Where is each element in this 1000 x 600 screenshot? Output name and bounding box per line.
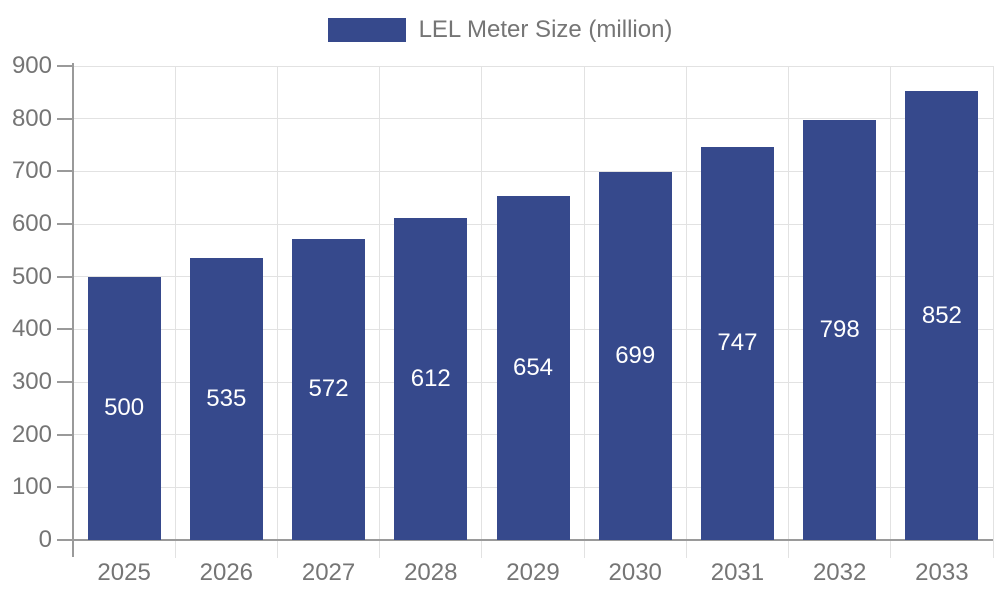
bar-value-label: 654: [512, 353, 554, 381]
y-axis-tick-label: 500: [11, 262, 52, 290]
x-gridline: [174, 66, 176, 558]
bar-2029: [496, 195, 570, 540]
x-gridline: [992, 66, 994, 558]
x-axis-line: [57, 539, 993, 541]
y-axis-tick-label: 700: [11, 157, 52, 185]
legend: LEL Meter Size (million): [0, 17, 1000, 43]
x-gridline: [890, 66, 892, 558]
y-gridline: [73, 118, 993, 120]
y-axis-tick-label: 800: [11, 104, 52, 132]
y-axis-tick-label: 100: [11, 473, 52, 501]
y-axis-line: [72, 63, 74, 557]
bar-value-label: 500: [104, 394, 145, 422]
y-axis-tick-label: 0: [38, 526, 52, 553]
y-axis-tick: [57, 275, 73, 278]
y-axis-tick: [57, 223, 73, 225]
bar-2032: [803, 119, 877, 540]
x-axis-tick-label: 2028: [404, 559, 458, 586]
bar-2031: [700, 146, 774, 540]
bar-value-label: 572: [308, 375, 349, 403]
bar-2030: [598, 171, 672, 540]
x-axis-tick-label: 2029: [506, 559, 560, 586]
y-gridline: [73, 65, 993, 67]
legend-swatch: [327, 18, 406, 42]
bar-value-label: 699: [615, 341, 656, 369]
bar-2028: [394, 217, 468, 540]
x-axis-tick-label: 2026: [199, 559, 254, 586]
bar-value-label: 535: [206, 385, 247, 413]
x-axis-tick-label: 2033: [915, 559, 969, 586]
y-axis-tick-label: 400: [11, 315, 52, 343]
y-axis-tick: [57, 328, 73, 331]
y-axis-tick: [57, 433, 73, 436]
y-gridline: [73, 170, 993, 172]
y-axis-tick: [57, 381, 73, 383]
x-gridline: [276, 66, 278, 558]
y-axis-tick-label: 300: [11, 368, 52, 395]
bar-2025: [87, 276, 161, 540]
y-axis-tick-label: 200: [11, 420, 52, 448]
y-axis-tick-label: 900: [11, 52, 52, 79]
x-gridline: [481, 66, 483, 558]
x-gridline: [685, 66, 687, 558]
x-axis-tick-label: 2025: [97, 559, 151, 586]
x-axis-tick-label: 2030: [608, 559, 662, 586]
bar-2026: [189, 258, 263, 540]
y-axis-tick: [57, 170, 73, 173]
y-axis-tick: [57, 117, 73, 120]
bar-value-label: 747: [717, 329, 758, 357]
legend-label: LEL Meter Size (million): [418, 16, 673, 43]
bar-value-label: 852: [921, 301, 962, 329]
x-axis-tick-label: 2027: [301, 559, 356, 586]
bar-value-label: 612: [410, 364, 451, 392]
x-gridline: [379, 66, 381, 558]
x-axis-tick-label: 2032: [812, 559, 867, 586]
x-gridline: [788, 66, 790, 558]
x-gridline: [583, 66, 585, 558]
y-axis-tick: [57, 486, 73, 489]
y-axis-tick: [57, 65, 73, 67]
bar-2027: [292, 238, 366, 540]
y-axis-tick-label: 600: [11, 210, 52, 237]
bar-value-label: 798: [819, 315, 860, 343]
bar-2033: [905, 91, 979, 540]
x-axis-tick-label: 2031: [710, 559, 765, 586]
